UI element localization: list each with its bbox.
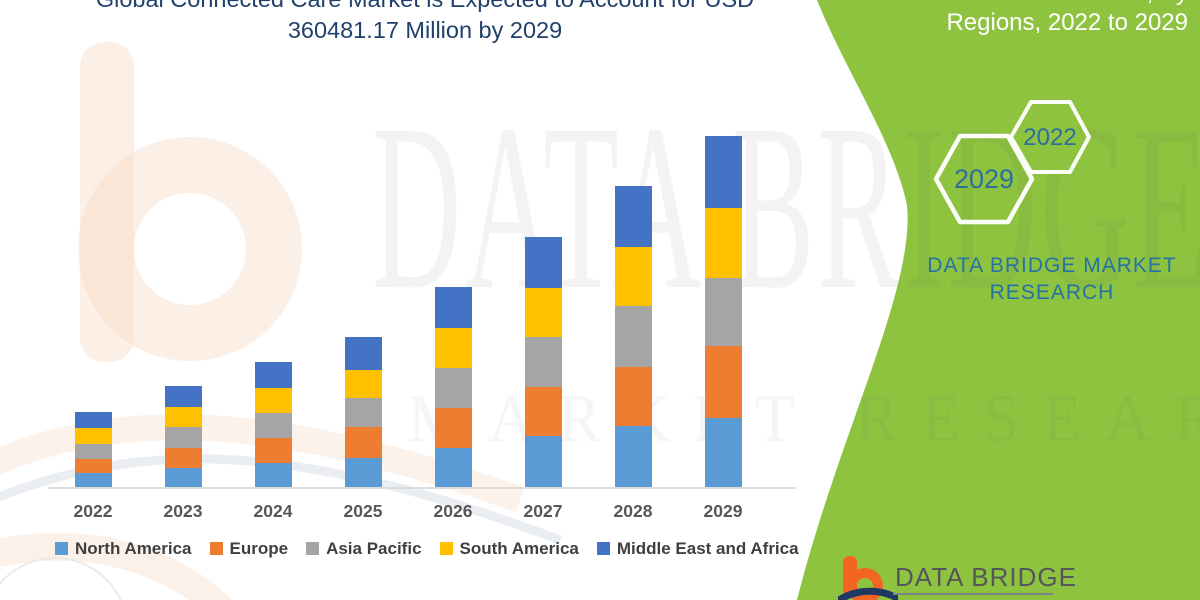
legend-swatch-south-america bbox=[439, 542, 453, 555]
bar-segment-middle-east-and-africa bbox=[704, 136, 742, 208]
bar-segment-europe bbox=[524, 387, 562, 436]
x-axis-label-2029: 2029 bbox=[703, 501, 743, 521]
footer-logo-text: DATA BRIDGE bbox=[895, 562, 1077, 592]
bar-2029 bbox=[704, 136, 742, 488]
x-axis-label-2028: 2028 bbox=[613, 501, 653, 521]
footer-logo-underline bbox=[893, 593, 1053, 595]
bar-segment-asia-pacific bbox=[614, 306, 652, 367]
bar-segment-asia-pacific bbox=[524, 337, 562, 387]
bar-segment-middle-east-and-africa bbox=[74, 412, 112, 428]
bar-2027 bbox=[524, 237, 562, 488]
chart-title-line2: 360481.17 Million by 2029 bbox=[287, 17, 563, 43]
bar-segment-asia-pacific bbox=[434, 368, 472, 408]
brand-name-line1: DATA BRIDGE MARKET bbox=[927, 254, 1177, 277]
bar-chart: 2022 2023 2024 2025 2026 2027 2028 2029 bbox=[48, 136, 796, 521]
bar-segment-europe bbox=[344, 427, 382, 458]
legend-label-middle-east-and-africa: Middle East and Africa bbox=[616, 539, 799, 558]
bar-segment-south-america bbox=[164, 407, 202, 427]
brand-name-line2: RESEARCH bbox=[989, 281, 1115, 304]
legend-item-middle-east-and-africa: Middle East and Africa bbox=[596, 539, 799, 559]
bar-segment-asia-pacific bbox=[704, 278, 742, 346]
bar-segment-south-america bbox=[344, 370, 382, 398]
bar-segment-asia-pacific bbox=[344, 398, 382, 427]
data-bridge-logo-mark bbox=[838, 556, 898, 600]
bar-segment-north-america bbox=[614, 426, 652, 488]
bar-segment-asia-pacific bbox=[254, 413, 292, 438]
brand-name: DATA BRIDGE MARKET RESEARCH bbox=[902, 252, 1200, 306]
footer-logo-subtext: MARKET RESEARCH bbox=[895, 597, 1078, 600]
side-panel-title-line1: Global Connected Care Market, By bbox=[816, 0, 1188, 8]
bar-segment-south-america bbox=[704, 208, 742, 278]
legend-swatch-north-america bbox=[55, 542, 68, 555]
bar-segment-europe bbox=[614, 367, 652, 426]
bar-segment-south-america bbox=[254, 388, 292, 413]
legend-swatch-middle-east-and-africa bbox=[596, 542, 610, 555]
bar-segment-middle-east-and-africa bbox=[164, 386, 202, 407]
bar-2028 bbox=[614, 186, 652, 488]
legend-swatch-europe bbox=[209, 542, 223, 555]
footer-logo: DATA BRIDGE MARKET RESEARCH bbox=[838, 550, 1200, 600]
side-panel-title-line2: Regions, 2022 to 2029 bbox=[946, 9, 1188, 36]
hexagon-2029-label: 2029 bbox=[954, 164, 1014, 194]
bar-segment-south-america bbox=[614, 247, 652, 306]
bar-segment-south-america bbox=[434, 328, 472, 368]
bar-segment-middle-east-and-africa bbox=[254, 362, 292, 388]
hexagon-2022: 2022 bbox=[1009, 100, 1091, 174]
bar-segment-middle-east-and-africa bbox=[344, 337, 382, 370]
bar-segment-europe bbox=[434, 408, 472, 448]
hexagon-2029: 2029 bbox=[933, 133, 1035, 225]
bar-segment-middle-east-and-africa bbox=[614, 186, 652, 247]
bar-segment-south-america bbox=[524, 288, 562, 337]
bar-segment-middle-east-and-africa bbox=[524, 237, 562, 288]
bar-segment-north-america bbox=[704, 418, 742, 488]
chart-title-line1: Global Connected Care Market is Expected… bbox=[20, 0, 830, 15]
bar-segment-south-america bbox=[74, 428, 112, 444]
bar-segment-asia-pacific bbox=[164, 427, 202, 448]
chart-title: Global Connected Care Market is Expected… bbox=[20, 0, 830, 46]
legend-swatch-asia-pacific bbox=[306, 542, 320, 555]
side-panel-title: Global Connected Care Market, By Regions… bbox=[816, 0, 1188, 38]
hexagon-2022-label: 2022 bbox=[1023, 124, 1076, 151]
bar-segment-middle-east-and-africa bbox=[434, 287, 472, 328]
bar-segment-europe bbox=[704, 346, 742, 418]
